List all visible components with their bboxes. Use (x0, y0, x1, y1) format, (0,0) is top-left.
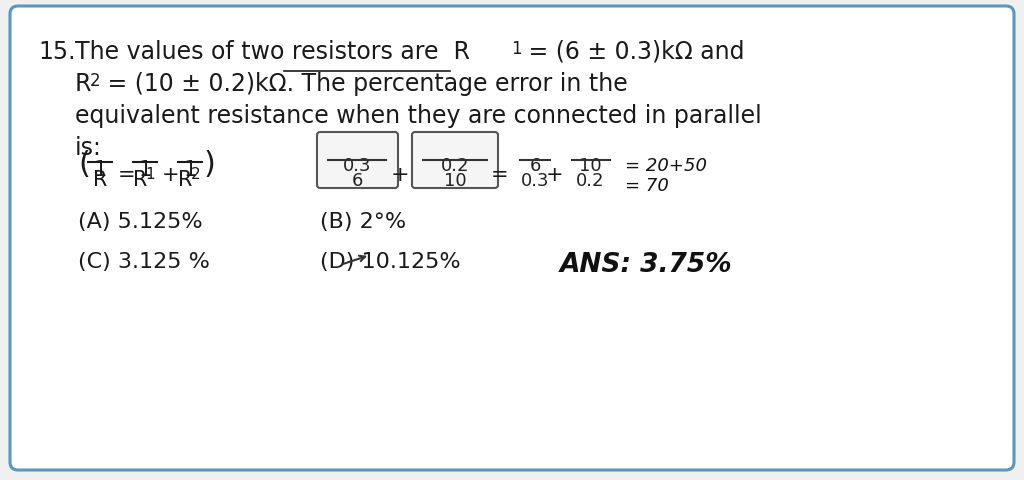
Text: R: R (133, 170, 147, 190)
FancyBboxPatch shape (412, 132, 498, 188)
Text: R: R (75, 72, 91, 96)
Text: (B) 2°%: (B) 2°% (319, 212, 407, 232)
Text: = 70: = 70 (625, 177, 669, 195)
Text: (: ( (78, 150, 90, 179)
Text: (C) 3.125 %: (C) 3.125 % (78, 252, 210, 272)
Text: +: + (162, 165, 179, 185)
Text: 1: 1 (138, 160, 152, 180)
Circle shape (14, 14, 50, 50)
Text: 1: 1 (511, 40, 521, 58)
Text: 1: 1 (93, 160, 106, 180)
Text: is:: is: (75, 136, 101, 160)
Text: 15.: 15. (38, 40, 76, 64)
Text: = (6 ± 0.3)kΩ and: = (6 ± 0.3)kΩ and (521, 40, 744, 64)
Text: +: + (546, 165, 564, 185)
Text: 0.3: 0.3 (521, 172, 549, 190)
Text: 1: 1 (183, 160, 197, 180)
Text: R: R (178, 170, 193, 190)
Text: equivalent resistance when they are connected in parallel: equivalent resistance when they are conn… (75, 104, 762, 128)
Text: = 20+50: = 20+50 (625, 157, 707, 175)
Text: ): ) (204, 150, 216, 179)
Text: =: = (118, 165, 135, 185)
Text: 10: 10 (443, 172, 466, 190)
Text: ANS: 3.75%: ANS: 3.75% (560, 252, 732, 278)
Text: +: + (391, 165, 410, 185)
FancyBboxPatch shape (317, 132, 398, 188)
FancyBboxPatch shape (10, 6, 1014, 470)
Text: 1: 1 (145, 167, 155, 182)
Text: 0.2: 0.2 (575, 172, 604, 190)
Text: 0.2: 0.2 (440, 157, 469, 175)
Text: (A) 5.125%: (A) 5.125% (78, 212, 203, 232)
Text: 6: 6 (529, 157, 541, 175)
Text: 10: 10 (579, 157, 601, 175)
Text: = (10 ± 0.2)kΩ. The percentage error in the: = (10 ± 0.2)kΩ. The percentage error in … (100, 72, 628, 96)
Text: 2: 2 (90, 72, 100, 90)
Text: 0.3: 0.3 (343, 157, 372, 175)
Text: R: R (93, 170, 108, 190)
Text: The values of two resistors are  R: The values of two resistors are R (75, 40, 470, 64)
Text: 2: 2 (191, 167, 201, 182)
Text: 6: 6 (351, 172, 362, 190)
Text: =: = (492, 165, 509, 185)
Text: (D) 10.125%: (D) 10.125% (319, 252, 461, 272)
